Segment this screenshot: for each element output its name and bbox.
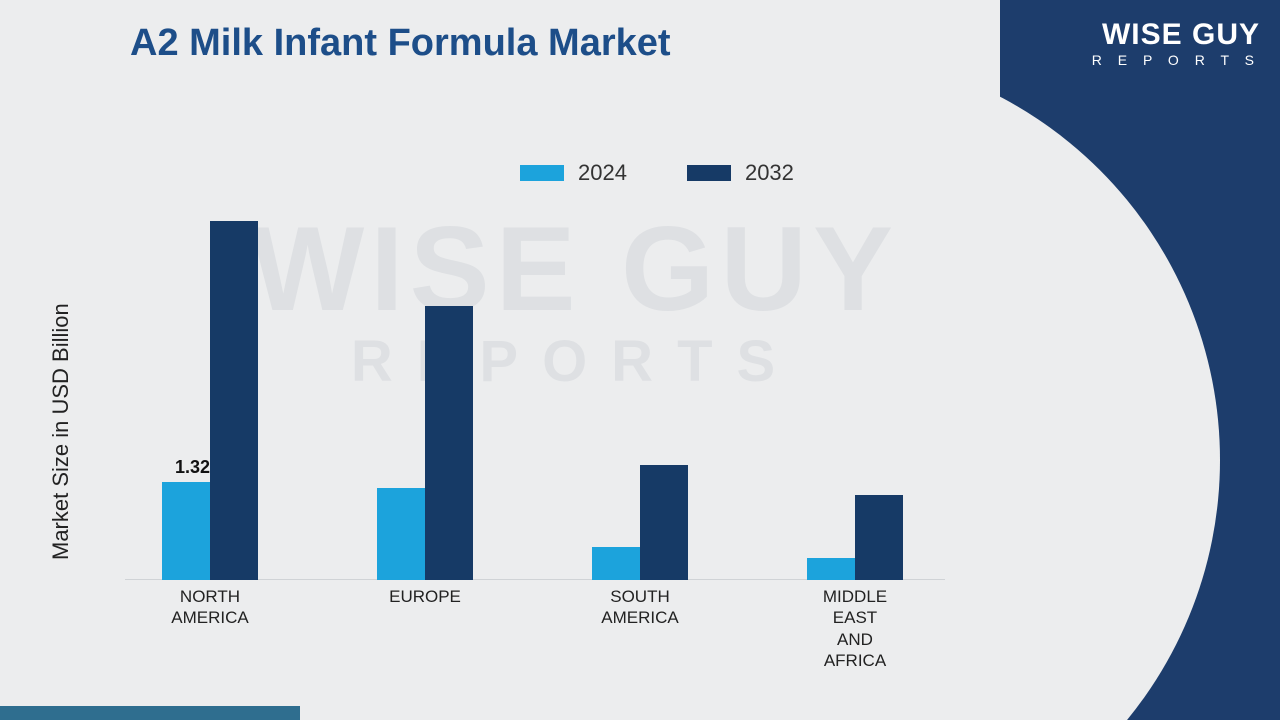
brand-block: WISE GUY R E P O R T S xyxy=(1092,18,1260,68)
bar-3-1 xyxy=(855,495,903,580)
legend: 2024 2032 xyxy=(520,160,794,186)
chart-area: 1.32NORTH AMERICAEUROPESOUTH AMERICAMIDD… xyxy=(125,200,945,580)
value-label: 1.32 xyxy=(175,457,210,478)
x-label-1: EUROPE xyxy=(389,586,461,607)
legend-label-1: 2032 xyxy=(745,160,794,186)
brand-line1: WISE GUY xyxy=(1092,18,1260,52)
bar-1-1 xyxy=(425,306,473,580)
bar-pair xyxy=(162,221,258,580)
legend-swatch-0 xyxy=(520,165,564,181)
bar-0-1 xyxy=(210,221,258,580)
bar-pair xyxy=(807,495,903,580)
bar-2-0 xyxy=(592,547,640,580)
brand-line2: R E P O R T S xyxy=(1092,52,1260,68)
bottom-accent-bar xyxy=(0,706,300,720)
bar-0-0 xyxy=(162,482,210,580)
legend-item-0: 2024 xyxy=(520,160,627,186)
y-axis-label: Market Size in USD Billion xyxy=(48,303,74,560)
x-label-0: NORTH AMERICA xyxy=(171,586,248,629)
bar-2-1 xyxy=(640,465,688,580)
x-label-3: MIDDLE EAST AND AFRICA xyxy=(823,586,887,671)
stage: WISE GUY R E P O R T S A2 Milk Infant Fo… xyxy=(0,0,1280,720)
chart-title: A2 Milk Infant Formula Market xyxy=(130,22,671,65)
legend-item-1: 2032 xyxy=(687,160,794,186)
legend-swatch-1 xyxy=(687,165,731,181)
legend-label-0: 2024 xyxy=(578,160,627,186)
brand-sidebar xyxy=(1000,0,1280,720)
bar-pair xyxy=(592,465,688,580)
bar-3-0 xyxy=(807,558,855,580)
bar-1-0 xyxy=(377,488,425,581)
x-label-2: SOUTH AMERICA xyxy=(601,586,678,629)
bar-pair xyxy=(377,306,473,580)
